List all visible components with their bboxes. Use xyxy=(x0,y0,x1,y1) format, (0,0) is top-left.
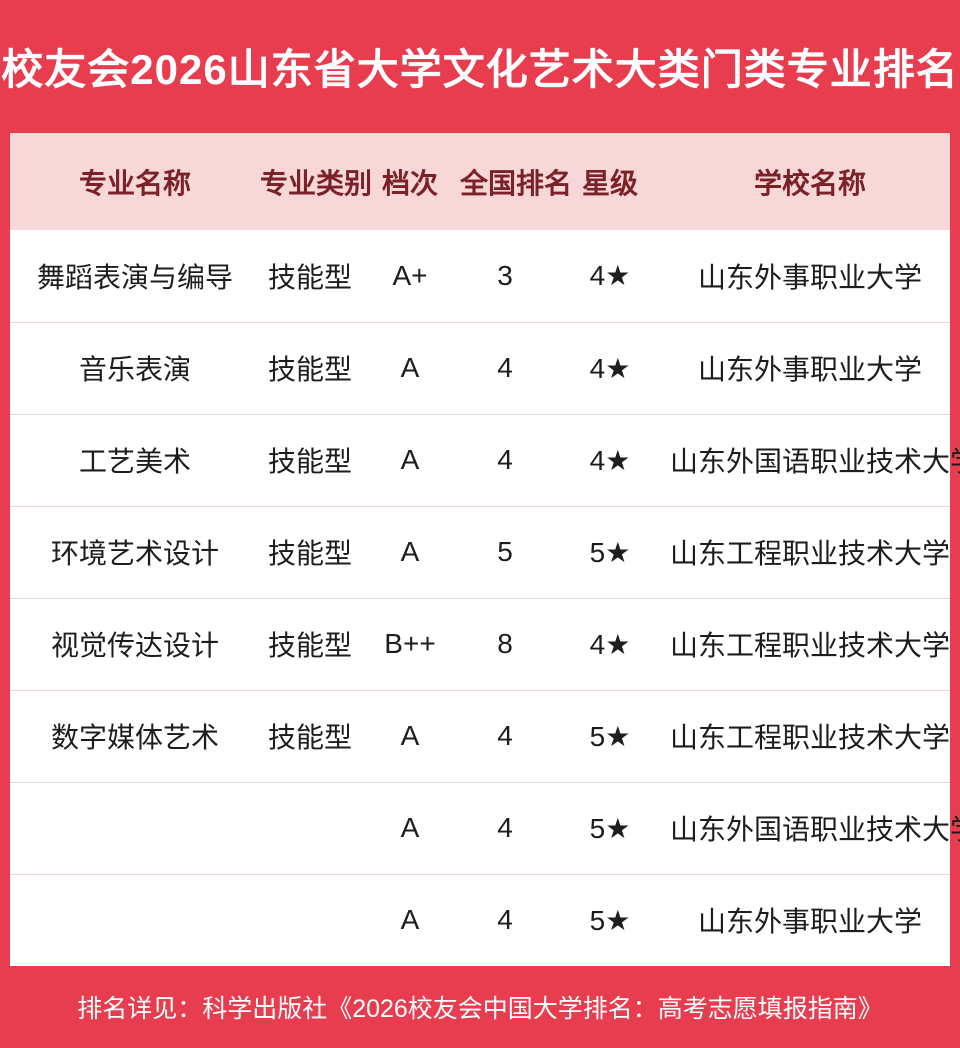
table-cell: 技能型 xyxy=(260,598,360,691)
table-cell: 4★ xyxy=(550,230,670,323)
table-cell: 山东工程职业技术大学 xyxy=(670,506,950,599)
table-cell: 山东工程职业技术大学 xyxy=(670,598,950,691)
table-cell: A xyxy=(360,782,460,875)
table-cell: 5★ xyxy=(589,904,631,936)
table-cell: 工艺美术 xyxy=(10,414,260,507)
table-cell: 数字媒体艺术 xyxy=(10,690,260,783)
table-cell: 4 xyxy=(497,904,513,936)
table-cell: 山东外国语职业技术大学 xyxy=(670,414,960,507)
table-cell: 4 xyxy=(460,322,550,415)
table-cell xyxy=(10,874,260,966)
table-cell xyxy=(260,782,360,875)
column-header: 专业名称 xyxy=(10,133,260,230)
table-cell: 5★ xyxy=(550,690,670,783)
table-cell: 5★ xyxy=(550,506,670,599)
table-cell: A xyxy=(360,690,460,783)
table-row: 舞蹈表演与编导 技能型 A+ 3 4★ 山东外事职业大学 xyxy=(10,230,950,323)
ranking-table-body: 舞蹈表演与编导 技能型 A+ 3 4★ 山东外事职业大学 音乐表演 技能型 A 4 4★ 山东外事职业… xyxy=(10,230,960,966)
table-cell: 技能型 xyxy=(260,506,360,599)
ranking-table: 专业名称 专业类别 档次 全国排名 星级 学校名称 舞蹈表演与编导 技能型 A+ 3 4★ 山东外事… xyxy=(10,133,960,966)
table-cell: 音乐表演 xyxy=(10,322,260,415)
table-cell: 4 xyxy=(460,782,550,875)
table-cell: 5 xyxy=(460,506,550,599)
table-cell: 5★ xyxy=(550,782,670,875)
table-cell xyxy=(10,782,260,875)
table-cell: 8 xyxy=(460,598,550,691)
table-cell: 视觉传达设计 xyxy=(10,598,260,691)
table-cell xyxy=(260,874,360,966)
table-cell: 4★ xyxy=(550,598,670,691)
column-header: 星级 xyxy=(550,133,670,230)
table-row: 视觉传达设计 技能型 B++ 8 4★ 山东工程职业技术大学 xyxy=(10,598,950,691)
table-cell: 3 xyxy=(460,230,550,323)
table-row: A 4 5★ 山东外国语职业技术大学 xyxy=(10,782,960,875)
table-cell: B++ xyxy=(360,598,460,691)
table-cell: A xyxy=(360,322,460,415)
column-header: 学校名称 xyxy=(670,133,950,230)
page-banner: 校友会2026山东省大学文化艺术大类门类专业排名 xyxy=(0,0,960,133)
table-cell: A xyxy=(360,506,460,599)
column-header: 专业类别 xyxy=(260,133,372,230)
table-cell: 技能型 xyxy=(260,322,360,415)
table-cell: 技能型 xyxy=(260,690,360,783)
table-cell: 环境艺术设计 xyxy=(10,506,260,599)
table-cell: 4★ xyxy=(550,322,670,415)
table-cell: 山东外事职业大学 xyxy=(670,230,950,323)
table-cell: 山东外事职业大学 xyxy=(697,906,922,938)
table-cell: A xyxy=(360,414,460,507)
table-cell: A+ xyxy=(360,230,460,323)
table-cell: 4★ xyxy=(550,414,670,507)
table-cell: 舞蹈表演与编导 xyxy=(10,230,260,323)
table-cell: 山东工程职业技术大学 xyxy=(670,690,950,783)
table-cell: 技能型 xyxy=(260,414,360,507)
table-cell: 4 xyxy=(460,414,550,507)
table-cell: 山东外国语职业技术大学 xyxy=(670,782,960,875)
table-row: 环境艺术设计 技能型 A 5 5★ 山东工程职业技术大学 xyxy=(10,506,950,599)
table-row: A 4 5★ 山东外事职业大学 xyxy=(10,874,950,966)
table-cell: 技能型 xyxy=(260,230,360,323)
table-row: 工艺美术 技能型 A 4 4★ 山东外国语职业技术大学 xyxy=(10,414,960,507)
table-row: 音乐表演 技能型 A 4 4★ 山东外事职业大学 xyxy=(10,322,950,415)
page-title: 校友会2026山东省大学文化艺术大类门类专业排名 xyxy=(1,46,959,93)
table-cell: 4 xyxy=(460,690,550,783)
page-footer: 排名详见：科学出版社《2026校友会中国大学排名：高考志愿填报指南》 xyxy=(0,966,960,1048)
ranking-table-header-row: 专业名称 专业类别 档次 全国排名 星级 学校名称 xyxy=(10,133,950,230)
ranking-table-frame: 专业名称 专业类别 档次 全国排名 星级 学校名称 舞蹈表演与编导 技能型 A+ 3 4★ 山东外事… xyxy=(10,133,960,966)
table-row: 数字媒体艺术 技能型 A 4 5★ 山东工程职业技术大学 xyxy=(10,690,950,783)
column-header: 全国排名 xyxy=(460,133,572,230)
table-cell: A xyxy=(400,904,420,936)
footer-note: 排名详见：科学出版社《2026校友会中国大学排名：高考志愿填报指南》 xyxy=(77,995,883,1023)
table-cell: 山东外事职业大学 xyxy=(670,322,950,415)
column-header: 档次 xyxy=(360,133,460,230)
